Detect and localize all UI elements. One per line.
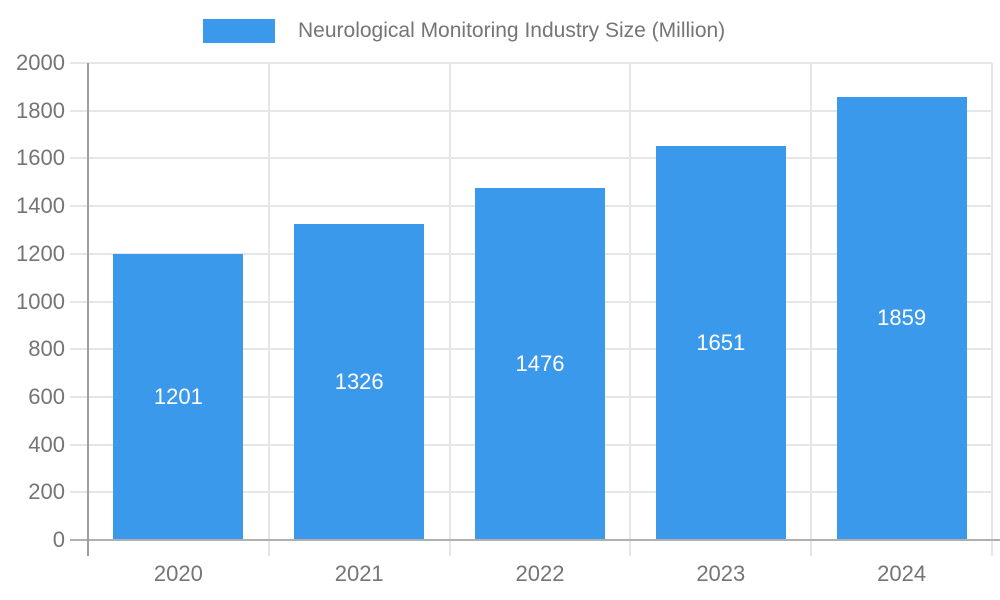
y-gridline: [70, 109, 992, 112]
y-axis-tick-label: 1400: [16, 193, 65, 219]
y-axis-tick-label: 1800: [16, 97, 65, 123]
x-axis-tick-label: 2020: [153, 561, 203, 586]
x-gridline: [991, 63, 993, 556]
y-gridline: [70, 62, 992, 64]
x-axis-tick-label: 2024: [877, 561, 927, 586]
bar-value-label: 1326: [334, 368, 384, 394]
y-axis-tick-label: 1000: [16, 288, 65, 314]
x-gridline: [810, 63, 813, 556]
y-axis-tick-label: 800: [28, 336, 65, 362]
legend-swatch: [203, 19, 275, 43]
bar-value-label: 1859: [877, 305, 927, 331]
x-axis-tick-label: 2021: [334, 561, 384, 586]
bar: 1651: [655, 146, 786, 540]
bar: 1326: [294, 223, 425, 540]
x-axis-line: [70, 539, 1000, 541]
y-axis-line: [87, 63, 89, 556]
bar-value-label: 1476: [515, 350, 565, 376]
x-axis-tick-label: 2022: [515, 561, 565, 586]
plot-area: 0 200 400 600 800 1000 1200 1400 1600 1800 2000 120…: [16, 50, 1000, 586]
x-gridline: [629, 63, 632, 556]
y-axis-tick-label: 2000: [16, 50, 65, 75]
bar: 1859: [836, 96, 967, 540]
x-gridline: [267, 63, 270, 556]
y-axis-tick-label: 200: [28, 479, 65, 505]
y-gridline: [70, 157, 992, 160]
x-gridline: [448, 63, 451, 556]
x-axis-tick-label: 2023: [696, 561, 746, 586]
y-axis-tick-label: 0: [52, 527, 65, 552]
y-axis-tick-label: 1200: [16, 240, 65, 266]
y-axis-tick-label: 1600: [16, 145, 65, 171]
bar-value-label: 1201: [153, 383, 203, 409]
y-axis-tick-label: 400: [28, 431, 65, 457]
bar: 1201: [113, 253, 244, 540]
y-axis-tick-label: 600: [28, 383, 65, 409]
bar-value-label: 1651: [696, 330, 746, 356]
bar: 1476: [475, 187, 605, 540]
legend: Neurological Monitoring Industry Size (M…: [203, 17, 725, 45]
legend-label: Neurological Monitoring Industry Size (M…: [298, 19, 726, 42]
